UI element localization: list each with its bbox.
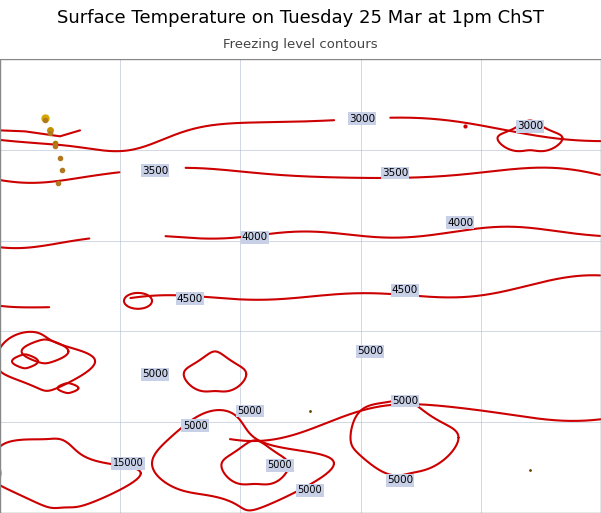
Text: Surface Temperature on Tuesday 25 Mar at 1pm ChST: Surface Temperature on Tuesday 25 Mar at… xyxy=(57,9,544,27)
Text: 5000: 5000 xyxy=(183,421,207,431)
Text: 5000: 5000 xyxy=(357,346,383,357)
Text: 4500: 4500 xyxy=(177,294,203,304)
Text: 4000: 4000 xyxy=(447,218,473,228)
Text: 5000: 5000 xyxy=(297,485,322,495)
Text: Freezing level contours: Freezing level contours xyxy=(223,38,378,51)
Text: 15000: 15000 xyxy=(112,459,144,468)
Text: 5000: 5000 xyxy=(392,396,418,406)
Text: 5000: 5000 xyxy=(237,406,262,416)
Text: 4000: 4000 xyxy=(242,232,268,243)
Text: 5000: 5000 xyxy=(142,369,168,379)
Text: 3500: 3500 xyxy=(382,168,408,178)
Text: 3000: 3000 xyxy=(517,122,543,131)
Text: 5000: 5000 xyxy=(387,475,413,485)
Text: 4500: 4500 xyxy=(392,285,418,295)
Text: 3500: 3500 xyxy=(142,166,168,176)
Text: 3000: 3000 xyxy=(349,114,375,124)
Text: 5000: 5000 xyxy=(267,461,292,470)
